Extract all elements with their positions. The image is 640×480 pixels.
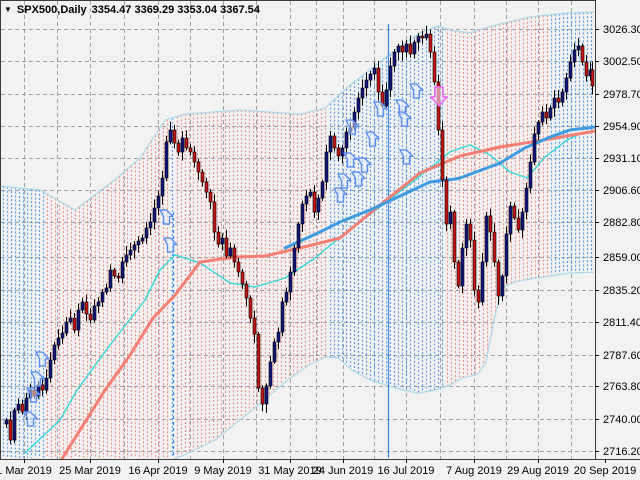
sell-signal-arrow-icon[interactable] <box>430 86 448 107</box>
y-axis-label: 3026.30 <box>603 24 640 36</box>
y-axis-label: 2811.40 <box>603 317 640 329</box>
buy-signal-arrow-icon[interactable] <box>30 371 45 387</box>
buy-signal-arrow-icon[interactable] <box>365 131 380 147</box>
x-axis-label: 16 Apr 2019 <box>128 465 187 477</box>
buy-signal-arrow-icon[interactable] <box>26 387 41 403</box>
y-axis-label: 2859.00 <box>603 252 640 264</box>
buy-signal-arrow-icon[interactable] <box>351 171 366 187</box>
y-axis-label: 2740.00 <box>603 414 640 426</box>
time-axis[interactable]: 1 Mar 2019 25 Mar 2019 16 Apr 2019 9 May 20… <box>0 459 636 477</box>
candlestick-series <box>4 25 595 445</box>
buy-signal-arrow-icon[interactable] <box>373 101 388 117</box>
buy-signal-arrow-icon[interactable] <box>337 173 352 189</box>
y-axis-label: 2931.10 <box>603 153 640 165</box>
buy-signal-arrow-icon[interactable] <box>159 209 174 225</box>
x-axis-label: 25 Mar 2019 <box>59 465 121 477</box>
y-axis-label: 2978.70 <box>603 89 640 101</box>
buy-signal-arrow-icon[interactable] <box>333 187 348 203</box>
ma-slow-blue <box>283 125 595 250</box>
y-axis-label: 2954.90 <box>603 121 640 133</box>
x-axis-label: 9 May 2019 <box>194 465 251 477</box>
symbol-triangle-icon[interactable]: ▼ <box>4 4 12 14</box>
y-axis-label: 2716.20 <box>603 446 640 458</box>
x-axis-label: 29 Aug 2019 <box>507 465 569 477</box>
y-axis-label: 3002.50 <box>603 56 640 68</box>
price-axis[interactable]: 3026.30 3002.50 2978.70 2954.90 2931.10 2906.… <box>595 24 640 458</box>
buy-signal-arrow-icon[interactable] <box>399 149 414 165</box>
buy-signal-arrow-icon[interactable] <box>409 83 424 99</box>
envelope-band-edges <box>1 11 595 459</box>
buy-signal-arrow-icon[interactable] <box>343 152 358 168</box>
x-axis-label: 1 Mar 2019 <box>0 465 52 477</box>
y-axis-label: 2882.80 <box>603 217 640 229</box>
x-axis-label: 24 Jun 2019 <box>313 465 374 477</box>
symbol-timeframe-label: SPX500,Daily <box>16 4 87 16</box>
x-axis-label: 20 Sep 2019 <box>574 465 636 477</box>
buy-signal-arrow-icon[interactable] <box>35 351 50 367</box>
buy-signal-arrow-icon[interactable] <box>345 119 360 135</box>
buy-signal-arrow-icon[interactable] <box>357 157 372 173</box>
buy-signal-arrow-icon[interactable] <box>23 411 38 427</box>
ma-salmon <box>60 129 595 459</box>
x-axis-label: 31 May 2019 <box>258 465 322 477</box>
y-axis-label: 2787.60 <box>603 350 640 362</box>
buy-signal-arrow-icon[interactable] <box>163 237 178 253</box>
x-axis-label: 16 Jul 2019 <box>378 465 435 477</box>
chart-header: ▼ SPX500,Daily 3354.47 3369.29 3353.04 3… <box>4 4 260 16</box>
y-axis-label: 2763.80 <box>603 381 640 393</box>
signal-arrows <box>23 83 448 427</box>
ohlc-quotes-label: 3354.47 3369.29 3353.04 3367.54 <box>91 4 260 16</box>
y-axis-label: 2906.60 <box>603 185 640 197</box>
y-axis-label: 2835.20 <box>603 285 640 297</box>
x-axis-label: 7 Aug 2019 <box>446 465 502 477</box>
buy-signal-arrow-icon[interactable] <box>397 111 412 127</box>
